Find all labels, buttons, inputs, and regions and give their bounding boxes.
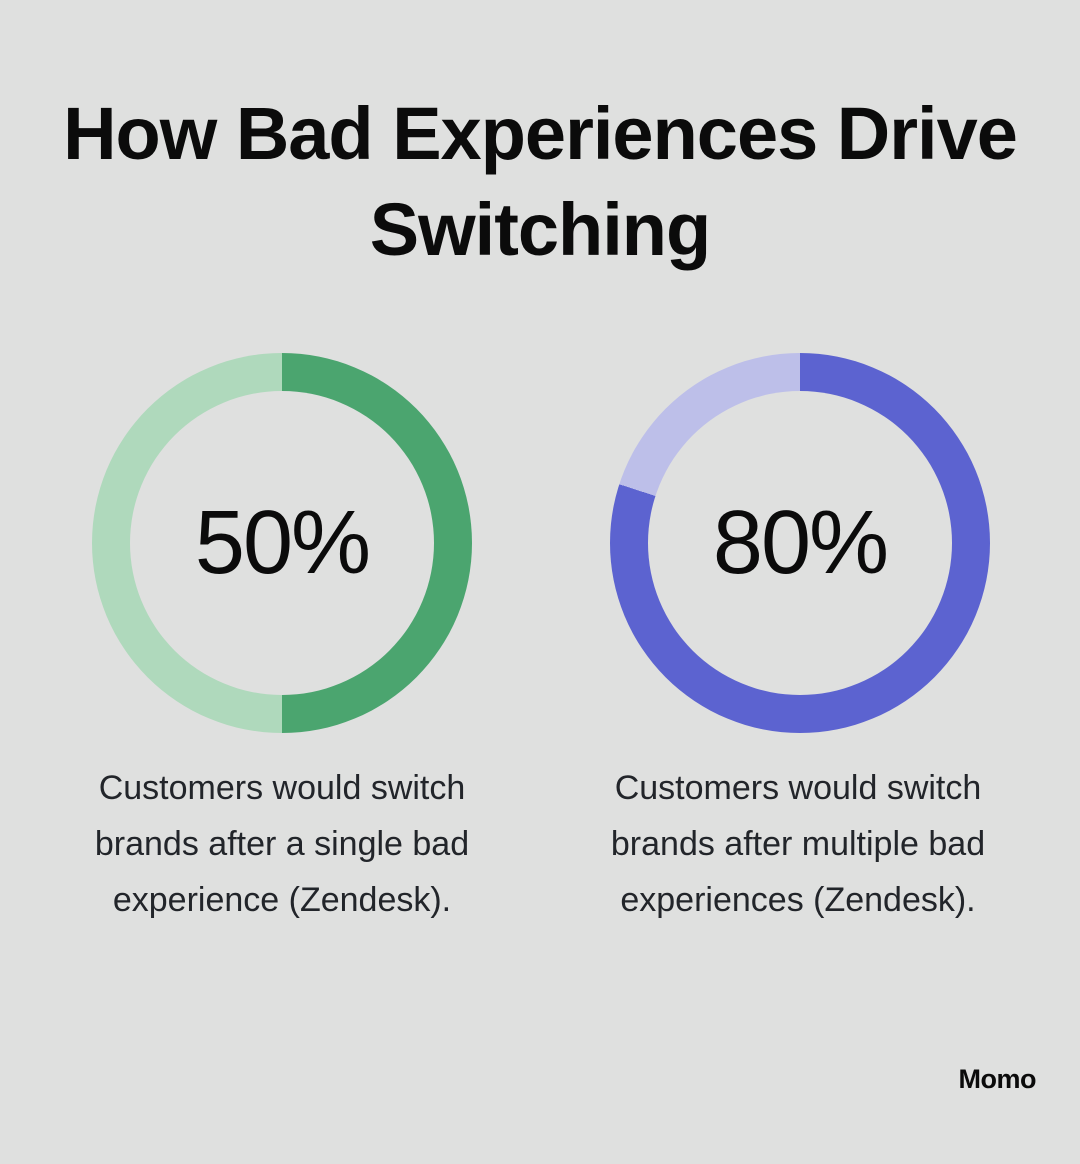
donut-chart-multiple-bad-experiences: 80% bbox=[610, 353, 990, 733]
donut-chart-single-bad-experience: 50% bbox=[92, 353, 472, 733]
brand-logo: Momo bbox=[958, 1064, 1037, 1094]
chart-caption-multiple-bad-experiences: Customers would switch brands after mult… bbox=[610, 769, 986, 919]
donut-value-label-multiple: 80% bbox=[712, 492, 889, 593]
page-title: How Bad Experiences Drive Switching bbox=[63, 92, 1018, 271]
chart-caption-single-bad-experience: Customers would switch brands after a si… bbox=[94, 769, 470, 919]
donut-value-label-single: 50% bbox=[194, 492, 371, 593]
